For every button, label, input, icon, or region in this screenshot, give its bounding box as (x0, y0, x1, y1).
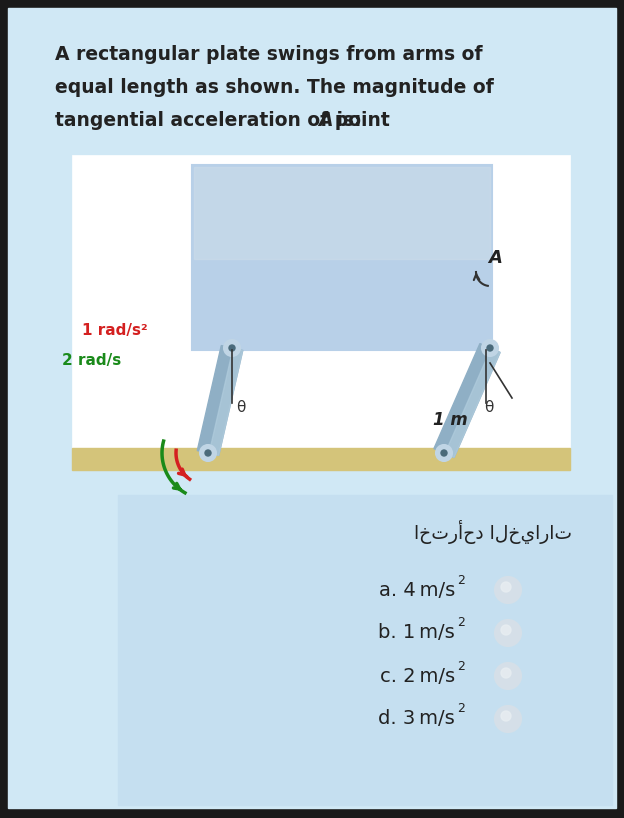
Text: A: A (488, 249, 502, 267)
Circle shape (495, 620, 521, 646)
Circle shape (501, 625, 511, 635)
Circle shape (495, 577, 521, 603)
Circle shape (482, 340, 498, 356)
Text: 2: 2 (457, 573, 465, 587)
Circle shape (229, 345, 235, 351)
Text: d. 3 m/s: d. 3 m/s (378, 709, 455, 729)
Text: θ: θ (484, 400, 494, 415)
Text: tangential acceleration of point: tangential acceleration of point (55, 111, 396, 130)
Text: 2 rad/s: 2 rad/s (62, 353, 121, 367)
Circle shape (441, 450, 447, 456)
Text: θ: θ (236, 400, 245, 415)
Circle shape (436, 445, 452, 461)
Text: 2: 2 (457, 659, 465, 672)
Circle shape (501, 668, 511, 678)
Polygon shape (197, 345, 243, 456)
Bar (194, 167, 490, 259)
Text: is:: is: (330, 111, 362, 130)
Text: c. 2 m/s: c. 2 m/s (380, 667, 455, 685)
Circle shape (495, 663, 521, 689)
Circle shape (487, 345, 493, 351)
Polygon shape (434, 344, 500, 457)
Text: 2: 2 (457, 617, 465, 630)
Text: 1 rad/s²: 1 rad/s² (82, 322, 148, 338)
Polygon shape (445, 348, 500, 457)
Text: b. 1 m/s: b. 1 m/s (378, 623, 455, 642)
Bar (72, 155, 570, 470)
Bar (72, 448, 570, 470)
Bar (192, 165, 492, 350)
Circle shape (501, 711, 511, 721)
Bar (118, 495, 612, 805)
Text: a. 4 m/s: a. 4 m/s (379, 581, 455, 600)
Text: A rectangular plate swings from arms of: A rectangular plate swings from arms of (55, 45, 482, 64)
Circle shape (200, 445, 216, 461)
Circle shape (501, 582, 511, 592)
Circle shape (205, 450, 211, 456)
Text: 2: 2 (457, 703, 465, 716)
Text: A: A (318, 111, 333, 130)
Circle shape (224, 340, 240, 356)
Text: اخترأحد الخيارات: اخترأحد الخيارات (414, 520, 572, 544)
Polygon shape (209, 348, 243, 456)
Text: 1 m: 1 m (432, 411, 467, 429)
Text: equal length as shown. The magnitude of: equal length as shown. The magnitude of (55, 78, 494, 97)
Circle shape (495, 706, 521, 732)
